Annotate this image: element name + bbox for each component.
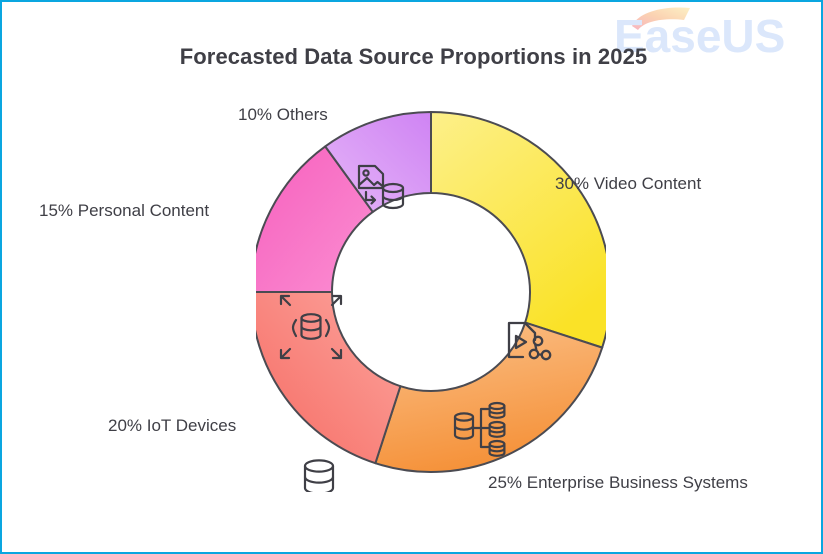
page-title: Forecasted Data Source Proportions in 20… <box>179 44 648 69</box>
video-file-share-icon <box>507 321 552 361</box>
slice-label-iot-devices: 20% IoT Devices <box>108 416 237 435</box>
donut-chart-svg <box>256 111 606 492</box>
donut-slice-iot-devices[interactable] <box>256 291 402 465</box>
database-cluster-icon <box>453 401 506 457</box>
image-to-database-icon <box>357 164 405 210</box>
donut-slice-others[interactable] <box>324 111 432 213</box>
slice-label-video-content: 30% Video Content <box>555 174 702 193</box>
donut-chart <box>256 102 606 492</box>
donut-slice-video-content[interactable] <box>430 111 606 349</box>
database-expand-icon <box>279 294 343 360</box>
slice-label-enterprise-business-systems: 25% Enterprise Business Systems <box>488 473 748 492</box>
slice-label-others: 10% Others <box>238 105 328 124</box>
slice-label-personal-content: 15% Personal Content <box>39 201 210 220</box>
database-network-icon <box>303 459 335 492</box>
